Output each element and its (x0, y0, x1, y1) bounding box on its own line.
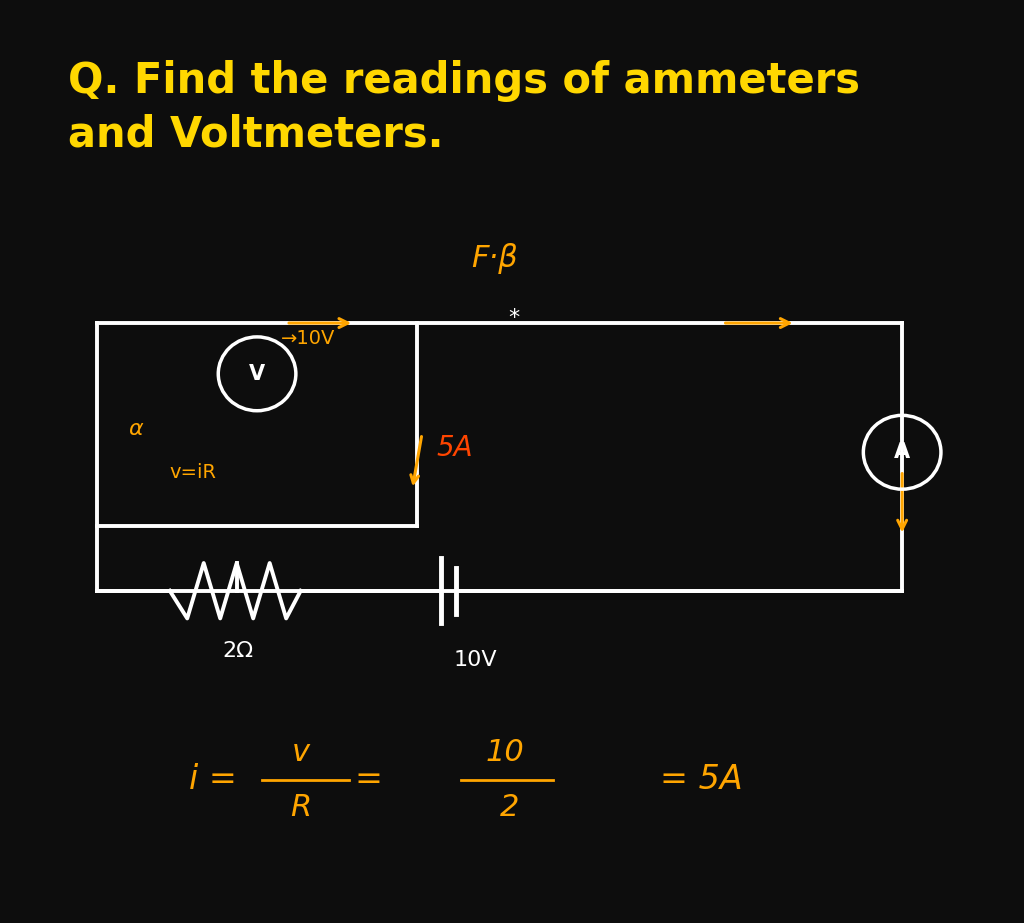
Text: A: A (894, 442, 910, 462)
Text: 2: 2 (500, 793, 519, 822)
Text: R: R (290, 793, 311, 822)
Text: 5A: 5A (436, 434, 473, 462)
Text: *: * (509, 308, 520, 329)
Text: Q. Find the readings of ammeters
and Voltmeters.: Q. Find the readings of ammeters and Vol… (68, 60, 860, 156)
Text: v: v (292, 737, 309, 767)
Text: i =: i = (189, 763, 238, 797)
Text: v=iR: v=iR (170, 463, 217, 482)
Text: α: α (128, 419, 142, 439)
Text: F·β: F·β (471, 243, 518, 274)
Text: =: = (354, 763, 383, 797)
Text: 2Ω: 2Ω (222, 641, 253, 661)
Text: 10V: 10V (454, 650, 497, 670)
Text: 10: 10 (485, 737, 524, 767)
Text: V: V (249, 364, 265, 384)
Text: = 5A: = 5A (659, 763, 742, 797)
Text: →10V: →10V (282, 330, 336, 348)
